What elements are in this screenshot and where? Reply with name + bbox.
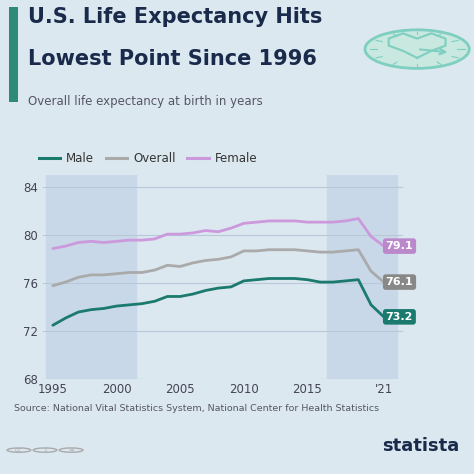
Text: 76.1: 76.1 xyxy=(386,277,413,287)
Text: 79.1: 79.1 xyxy=(386,241,413,251)
Text: Source: National Vital Statistics System, National Center for Health Statistics: Source: National Vital Statistics System… xyxy=(14,404,379,413)
Text: Overall life expectancy at birth in years: Overall life expectancy at birth in year… xyxy=(28,95,263,108)
Text: i: i xyxy=(44,447,46,453)
Legend: Male, Overall, Female: Male, Overall, Female xyxy=(34,147,262,170)
Bar xyxy=(46,175,136,379)
Circle shape xyxy=(365,30,469,68)
Text: statista: statista xyxy=(383,437,460,455)
Text: Lowest Point Since 1996: Lowest Point Since 1996 xyxy=(28,49,317,69)
Text: cc: cc xyxy=(15,447,23,453)
Text: 73.2: 73.2 xyxy=(386,312,413,322)
FancyBboxPatch shape xyxy=(9,7,18,102)
Text: U.S. Life Expectancy Hits: U.S. Life Expectancy Hits xyxy=(28,7,323,27)
Text: =: = xyxy=(68,447,74,453)
Bar xyxy=(327,175,397,379)
